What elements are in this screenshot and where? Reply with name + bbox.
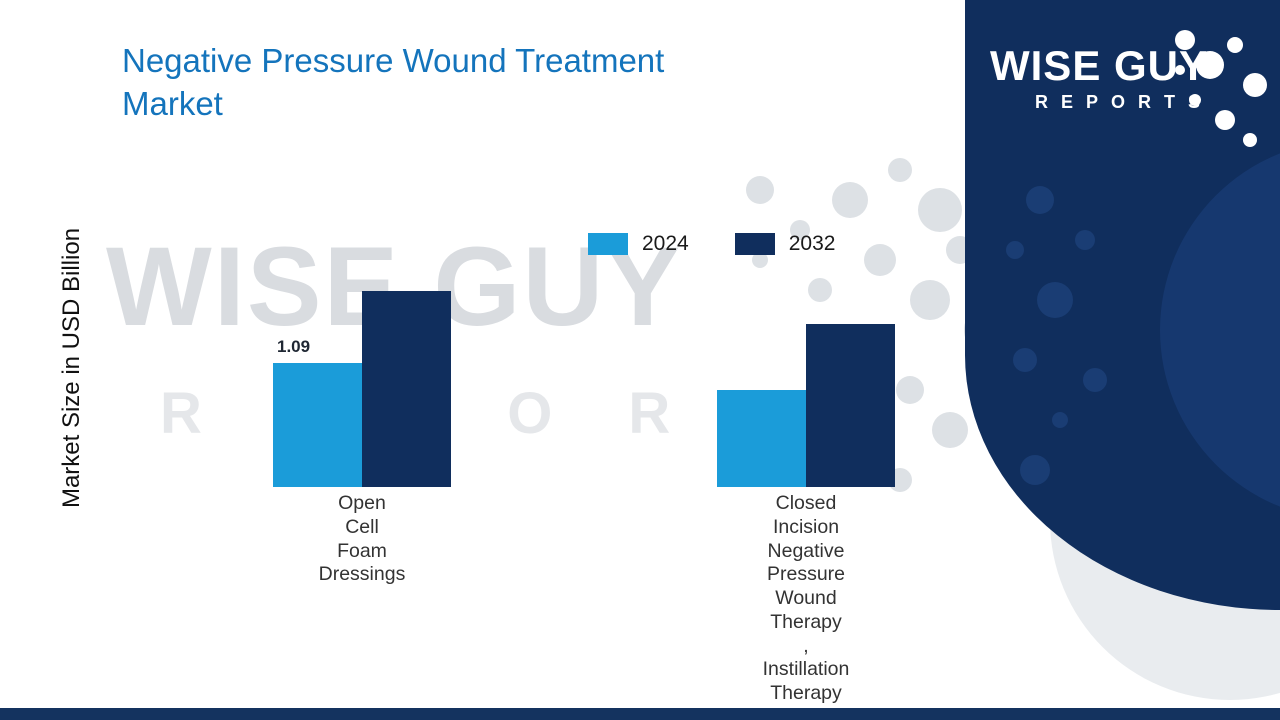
logo-dot [1243,133,1257,147]
logo-dot [1227,37,1243,53]
bar-2024: 1.09 [273,337,362,487]
legend-label: 2024 [642,232,689,255]
logo-dot [1215,110,1235,130]
logo-dot [1189,94,1201,106]
logo-dot [1013,348,1037,372]
logo-dot [1083,368,1107,392]
logo-dot [1175,65,1185,75]
category-label: Closed Incision Negative Pressure Wound Thera… [762,492,850,705]
legend-swatch-2024 [588,233,628,255]
chart-legend: 2024 2032 [588,232,835,256]
bottom-accent-bar [0,708,1280,720]
logo-dot [1075,230,1095,250]
bar-group [717,324,895,487]
logo-dot [1020,455,1050,485]
legend-item-2032: 2032 [734,232,836,256]
bar-2024 [717,390,806,487]
bar-group: 1.09 [273,291,451,487]
logo-dot [1026,186,1054,214]
logo-dot [1052,412,1068,428]
logo-dot [1037,282,1073,318]
legend-label: 2032 [788,232,836,255]
page-title: Negative Pressure Wound Treatment Market [122,42,665,122]
watermark-dot [832,182,868,218]
category-label: Open Cell Foam Dressings [318,492,406,586]
watermark-dot [910,280,950,320]
watermark-dot [746,176,774,204]
logo-dot [1243,73,1267,97]
logo-reports-text: REPORTS [1035,92,1214,112]
bar-value-label: 1.09 [277,337,311,356]
watermark-dot [808,278,832,302]
watermark-dot [752,252,768,268]
watermark-dot [888,158,912,182]
wiseguy-logo-block: WISE GUY REPORTS [965,0,1280,610]
logo-dot [1175,30,1195,50]
watermark-dot [864,244,896,276]
watermark-dot [790,220,810,240]
watermark-dot [932,412,968,448]
logo-dot [1006,241,1024,259]
y-axis-label: Market Size in USD Billion [58,227,85,509]
logo-face-silhouette [1160,140,1280,520]
legend-item-2024: 2024 [588,232,689,256]
watermark-dot [918,188,962,232]
legend-swatch-2032 [734,233,775,255]
bar-2032 [362,291,451,487]
watermark-dot [896,376,924,404]
bar-2032 [806,324,895,487]
logo-dot [1196,51,1224,79]
logo-brand-text: WISE GUY [990,42,1209,89]
